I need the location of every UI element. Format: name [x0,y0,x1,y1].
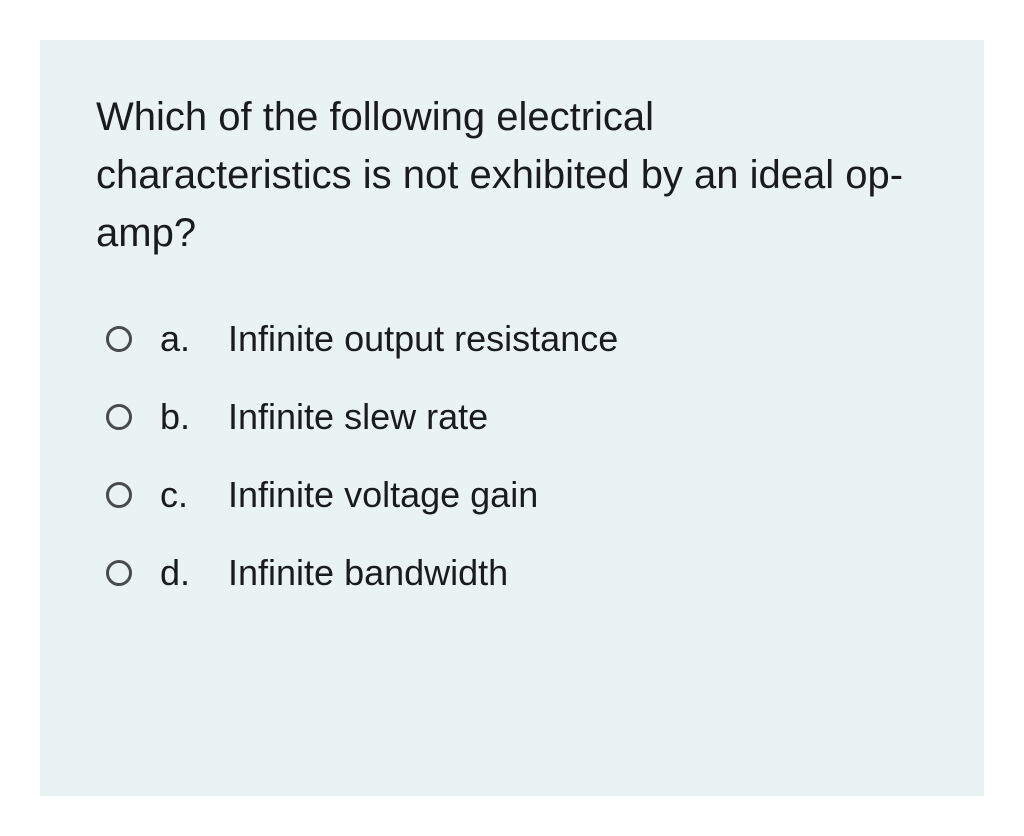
option-text: Infinite output resistance [228,318,618,360]
option-text: Infinite voltage gain [228,474,538,516]
option-letter: b. [160,396,200,438]
option-letter: a. [160,318,200,360]
option-text: Infinite bandwidth [228,552,508,594]
option-letter: d. [160,552,200,594]
options-list: a. Infinite output resistance b. Infinit… [96,318,928,594]
option-c[interactable]: c. Infinite voltage gain [106,474,928,516]
radio-icon[interactable] [106,404,132,430]
option-b[interactable]: b. Infinite slew rate [106,396,928,438]
radio-icon[interactable] [106,482,132,508]
question-card: Which of the following electrical charac… [40,40,984,796]
option-a[interactable]: a. Infinite output resistance [106,318,928,360]
radio-icon[interactable] [106,560,132,586]
radio-icon[interactable] [106,326,132,352]
option-text: Infinite slew rate [228,396,488,438]
option-letter: c. [160,474,200,516]
question-text: Which of the following electrical charac… [96,88,916,262]
option-d[interactable]: d. Infinite bandwidth [106,552,928,594]
